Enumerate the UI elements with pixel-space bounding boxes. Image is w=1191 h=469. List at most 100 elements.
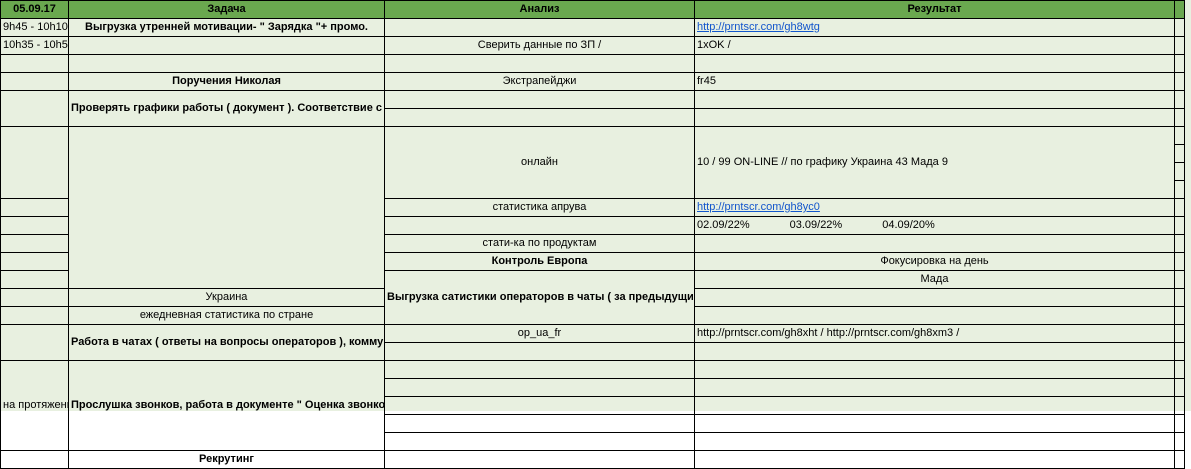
cell-result[interactable] [694,360,1175,379]
cell-result[interactable]: 10 / 99 ON-LINE // по графику Украина 43… [694,126,1175,199]
cell-task[interactable]: Рекрутинг [68,450,385,469]
cell-analysis[interactable] [384,342,695,361]
cell-spacer [1174,234,1185,253]
cell-result[interactable] [1174,252,1185,271]
cell-spacer [1174,396,1185,415]
cell-analysis[interactable] [384,108,695,127]
cell-result[interactable] [694,306,1175,325]
cell-result[interactable]: http://prntscr.com/gh8xht / http://prnts… [694,324,1175,343]
header-cell-task[interactable]: Задача [68,0,385,19]
cell-result[interactable] [1174,270,1185,289]
cell-analysis[interactable] [384,378,695,397]
cell-date[interactable] [0,216,69,235]
table-row: на протяжении дня Прослушка звонков, раб… [0,360,1185,451]
cell-task[interactable]: Проверять графики работы ( документ ). С… [68,90,385,127]
cell-date[interactable]: 9h45 - 10h10 [0,18,69,37]
cell-analysis[interactable] [384,396,695,415]
cell-task[interactable]: Контроль Европа [384,252,695,271]
cell-analysis[interactable]: Экстрапейджи [384,72,695,91]
cell-task[interactable]: Выгрузка утренней мотивации- " Зарядка "… [68,18,385,37]
cell-result[interactable] [694,90,1175,109]
cell-spacer [1174,450,1185,469]
cell-analysis[interactable] [384,216,695,235]
cell-spacer [1174,216,1185,235]
cell-spacer [1174,90,1185,109]
cell-result[interactable]: 02.09/22% 03.09/22% 04.09/20% [694,216,1175,235]
cell-result[interactable]: fr45 [694,72,1175,91]
cell-spacer [1174,162,1185,181]
cell-analysis[interactable]: Фокусировка на день [694,252,1175,271]
cell-result[interactable] [694,108,1175,127]
table-header-row: 05.09.17 Задача Анализ Результат [0,0,1185,19]
cell-result[interactable] [694,432,1175,451]
cell-result[interactable] [694,234,1175,253]
cell-result[interactable]: http://prntscr.com/gh8yc0 [694,198,1175,217]
cell-date[interactable] [0,288,69,307]
cell-analysis[interactable]: Украина [68,288,385,307]
table-row: Контроль Европа Фокусировка на день [0,252,1185,271]
cell-date[interactable] [0,198,69,217]
cell-analysis[interactable]: Мада [694,270,1175,289]
cell-result[interactable] [694,414,1175,433]
cell-analysis[interactable] [384,360,695,379]
cell-date[interactable] [0,72,69,91]
cell-analysis[interactable]: Сверить данные по ЗП / [384,36,695,55]
cell-date[interactable] [0,306,69,325]
result-link[interactable]: http://prntscr.com/gh8wtg [697,21,820,33]
result-link[interactable]: http://prntscr.com/gh8yc0 [697,201,820,213]
cell-analysis[interactable] [384,18,695,37]
cell-task[interactable] [68,126,385,289]
header-cell-spacer [1174,0,1185,19]
cell-date[interactable] [0,90,69,127]
cell-task[interactable] [68,36,385,55]
table-row: Украина [0,288,1185,307]
cell-date[interactable] [0,234,69,253]
cell-spacer [1174,432,1185,451]
header-cell-date[interactable]: 05.09.17 [0,0,69,19]
cell-analysis[interactable]: op_ua_fr [384,324,695,343]
cell-task[interactable]: Прослушка звонков, работа в документе " … [68,360,385,451]
cell-result[interactable]: 1xOK / [694,36,1175,55]
cell-spacer [1174,414,1185,433]
cell-date[interactable]: 10h35 - 10h55 [0,36,69,55]
cell-result[interactable] [694,378,1175,397]
cell-analysis[interactable]: стати-ка по продуктам [384,234,695,253]
header-cell-analysis[interactable]: Анализ [384,0,695,19]
cell-result[interactable] [694,288,1175,307]
table-row: Рекрутинг [0,450,1185,469]
cell-date[interactable] [0,126,69,199]
cell-date[interactable] [0,324,69,361]
cell-task[interactable]: Поручения Николая [68,72,385,91]
table-row [1,396,1185,415]
cell-date[interactable] [0,450,69,469]
header-cell-result[interactable]: Результат [694,0,1175,19]
cell-analysis[interactable] [384,432,695,451]
table-row: Поручения Николая Экстрапейджи fr45 [0,72,1185,91]
cell-date[interactable]: на протяжении дня [0,360,69,451]
table-row: онлайн 10 / 99 ON-LINE // по графику Укр… [0,126,1185,289]
cell-result[interactable] [694,342,1175,361]
cell-date[interactable] [0,270,69,289]
cell-task[interactable]: Работа в чатах ( ответы на вопросы опера… [68,324,385,361]
cell-analysis[interactable]: онлайн [384,126,695,199]
cell-task[interactable]: Выгрузка сатистики операторов в чаты ( з… [384,270,695,325]
cell-date[interactable] [0,54,69,73]
table-row: 10h35 - 10h55 Сверить данные по ЗП / 1xO… [0,36,1185,55]
cell-date[interactable] [0,252,69,271]
cell-spacer [1174,72,1185,91]
cell-result[interactable] [694,54,1175,73]
cell-analysis[interactable] [384,90,695,109]
table-row: 9h45 - 10h10 Выгрузка утренней мотивации… [0,18,1185,37]
cell-analysis[interactable] [384,450,695,469]
cell-result[interactable]: http://prntscr.com/gh8wtg [694,18,1175,37]
cell-analysis[interactable]: статистика апрува [384,198,695,217]
cell-analysis[interactable]: ежедневная статистика по стране [68,306,385,325]
cell-analysis[interactable] [384,54,695,73]
cell-spacer [1174,108,1185,127]
cell-result[interactable] [694,450,1175,469]
cell-task[interactable] [68,54,385,73]
cell-result[interactable] [694,396,1175,415]
cell-analysis[interactable] [384,414,695,433]
cell-spacer [1174,18,1185,37]
